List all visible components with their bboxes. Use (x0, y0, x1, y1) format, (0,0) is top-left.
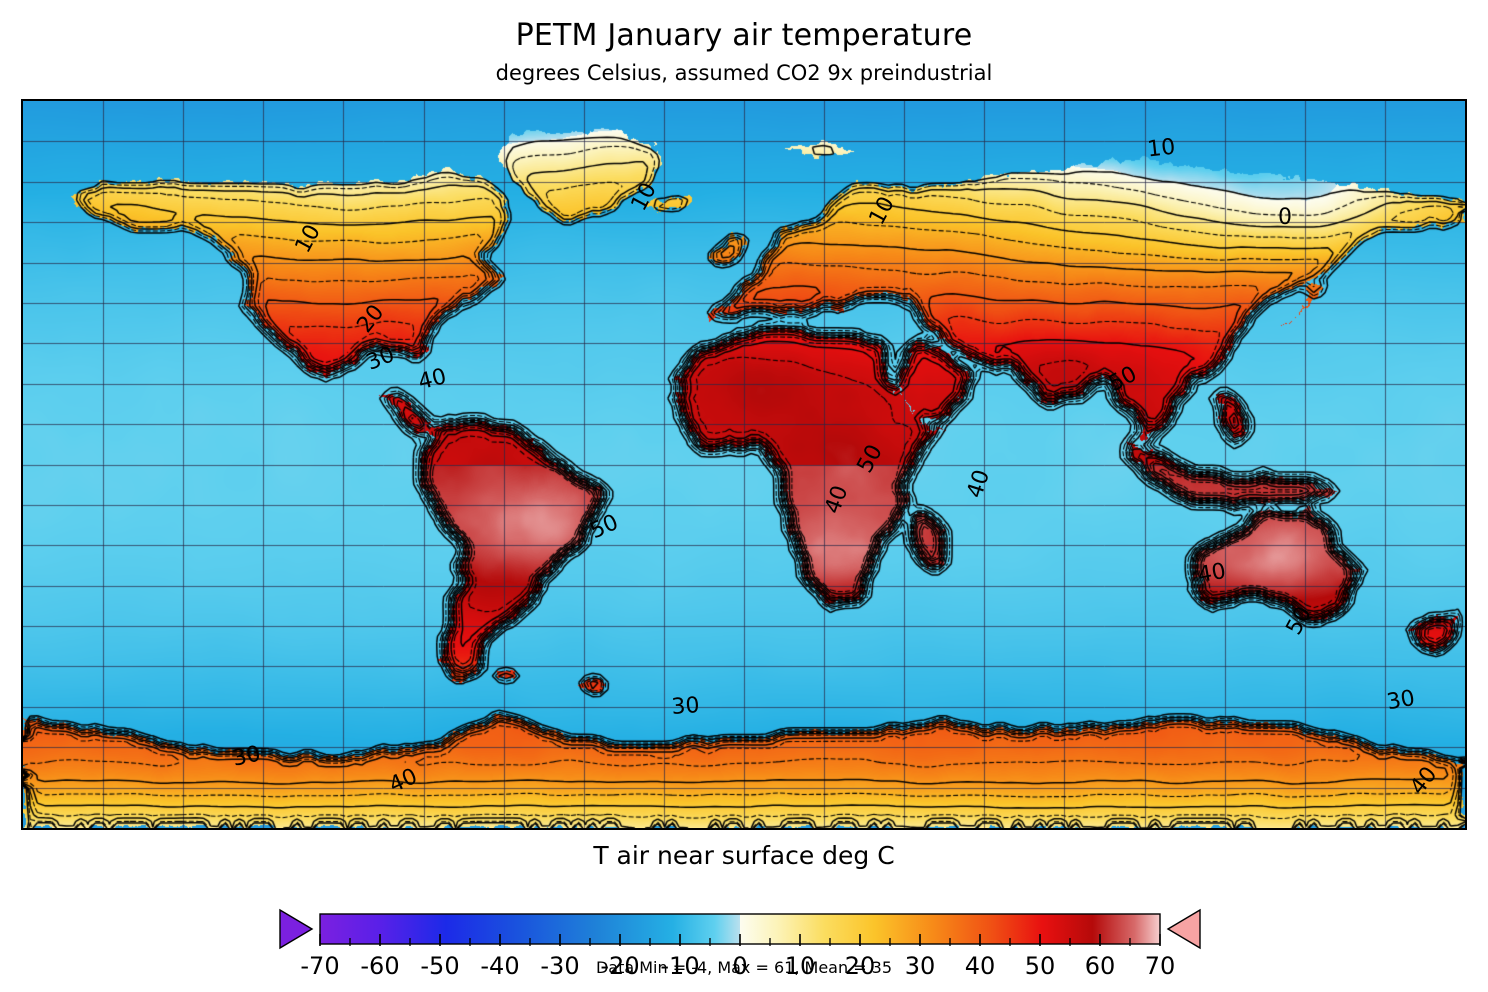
contour-label: 00 (1278, 205, 1292, 230)
svg-text:50: 50 (1105, 362, 1141, 397)
svg-text:50: 50 (1282, 603, 1317, 639)
colorbar-tick-label: 30 (905, 952, 936, 976)
title-block: PETM January air temperature degrees Cel… (0, 0, 1488, 88)
colorbar-tick-label: -20 (600, 952, 639, 976)
svg-text:20: 20 (352, 300, 389, 337)
svg-text:30: 30 (230, 742, 263, 772)
colorbar-tick-label: -10 (660, 952, 699, 976)
colorbar-tick-label: 50 (1025, 952, 1056, 976)
colorbar-tick-label: -60 (360, 952, 399, 976)
colorbar-tick-label: 70 (1145, 952, 1176, 976)
svg-text:30: 30 (363, 342, 398, 376)
temperature-map-canvas[interactable] (23, 101, 1465, 828)
colorbar-tick-label: -70 (300, 952, 339, 976)
colorbar-tick-label: -30 (540, 952, 579, 976)
colorbar-tick-label: 60 (1085, 952, 1116, 976)
page-title: PETM January air temperature (515, 18, 973, 53)
colorbar-tick-label: 0 (732, 952, 747, 976)
colorbar-wrap[interactable]: -70 -60 -50 -40 -30 -20 -10 0 10 20 30 40 50 60 70 (0, 876, 1488, 980)
svg-text:0: 0 (1278, 205, 1292, 230)
svg-text:30: 30 (1385, 686, 1417, 715)
colorbar-tick-label: -40 (480, 952, 519, 976)
colorbar-svg[interactable]: -70 -60 -50 -40 -30 -20 -10 0 10 20 30 40 50 60 70 (0, 876, 1488, 980)
colorbar-block: T air near surface deg C -70 -60 -50 -40 -30… (0, 838, 1488, 980)
colorbar-under-arrow (279, 908, 314, 950)
svg-text:40: 40 (963, 467, 995, 501)
svg-text:40: 40 (416, 364, 449, 395)
map-plot-area[interactable]: 10 10 10 10 10 10 10 10 0 0 20 20 30 30 40 40 50 50 50 50 40… (21, 99, 1467, 830)
page-subtitle: degrees Celsius, assumed CO2 9x preindus… (495, 61, 993, 85)
colorbar-tick-label: 40 (965, 952, 996, 976)
svg-text:10: 10 (1146, 135, 1176, 163)
svg-text:10: 10 (865, 193, 900, 229)
colorbar-tick-label: 10 (785, 952, 816, 976)
data-stats-note: Data Min = -4, Max = 61, Mean = 35 (595, 958, 893, 977)
colorbar-tick-label: 20 (845, 952, 876, 976)
svg-text:40: 40 (1196, 559, 1228, 588)
svg-text:50: 50 (586, 510, 622, 544)
colorbar-tick-label: -50 (420, 952, 459, 976)
colorbar-title: T air near surface deg C (593, 841, 895, 870)
svg-text:50: 50 (853, 441, 888, 477)
svg-text:40: 40 (385, 764, 421, 798)
svg-text:40: 40 (820, 482, 853, 517)
svg-text:10: 10 (627, 179, 662, 215)
colorbar-over-arrow (1166, 908, 1201, 950)
svg-text:30: 30 (671, 693, 701, 720)
svg-text:10: 10 (291, 221, 326, 257)
svg-text:40: 40 (1405, 762, 1442, 799)
